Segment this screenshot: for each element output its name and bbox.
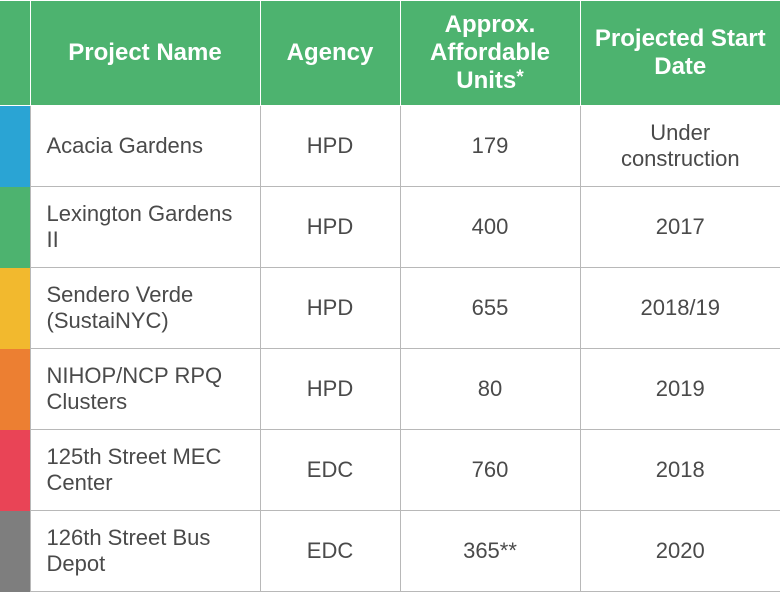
cell-units: 655 — [400, 268, 580, 349]
cell-start-date: 2018/19 — [580, 268, 780, 349]
cell-agency: HPD — [260, 106, 400, 187]
header-project-name: Project Name — [30, 1, 260, 106]
table-row: 126th Street Bus DepotEDC365**2020 — [0, 511, 780, 592]
table-row: Lexington Gardens IIHPD4002017 — [0, 187, 780, 268]
cell-agency: HPD — [260, 268, 400, 349]
table-row: Acacia GardensHPD179Under construction — [0, 106, 780, 187]
cell-project-name: Acacia Gardens — [30, 106, 260, 187]
table-header-row: Project Name Agency Approx. Affordable U… — [0, 1, 780, 106]
cell-units: 365** — [400, 511, 580, 592]
cell-start-date: Under construction — [580, 106, 780, 187]
header-label: Project Name — [68, 39, 221, 66]
cell-project-name: Lexington Gardens II — [30, 187, 260, 268]
cell-agency: EDC — [260, 430, 400, 511]
cell-start-date: 2019 — [580, 349, 780, 430]
table-body: Acacia GardensHPD179Under constructionLe… — [0, 106, 780, 592]
cell-start-date: 2018 — [580, 430, 780, 511]
table-row: Sendero Verde (SustaiNYC)HPD6552018/19 — [0, 268, 780, 349]
header-label: Projected Start Date — [595, 25, 766, 80]
row-color-tag — [0, 430, 30, 511]
cell-units: 80 — [400, 349, 580, 430]
cell-units: 400 — [400, 187, 580, 268]
cell-project-name: Sendero Verde (SustaiNYC) — [30, 268, 260, 349]
cell-start-date: 2020 — [580, 511, 780, 592]
table-row: NIHOP/NCP RPQ ClustersHPD802019 — [0, 349, 780, 430]
header-color-tag — [0, 1, 30, 106]
cell-units: 179 — [400, 106, 580, 187]
row-color-tag — [0, 268, 30, 349]
cell-units: 760 — [400, 430, 580, 511]
cell-project-name: NIHOP/NCP RPQ Clusters — [30, 349, 260, 430]
header-label: Agency — [287, 39, 374, 66]
row-color-tag — [0, 349, 30, 430]
header-label: Approx. Affordable Units — [430, 11, 550, 94]
cell-agency: EDC — [260, 511, 400, 592]
cell-agency: HPD — [260, 349, 400, 430]
cell-project-name: 126th Street Bus Depot — [30, 511, 260, 592]
header-agency: Agency — [260, 1, 400, 106]
row-color-tag — [0, 106, 30, 187]
cell-agency: HPD — [260, 187, 400, 268]
projects-table: Project Name Agency Approx. Affordable U… — [0, 0, 780, 592]
cell-project-name: 125th Street MEC Center — [30, 430, 260, 511]
header-start-date: Projected Start Date — [580, 1, 780, 106]
row-color-tag — [0, 511, 30, 592]
table-row: 125th Street MEC CenterEDC7602018 — [0, 430, 780, 511]
cell-start-date: 2017 — [580, 187, 780, 268]
header-units: Approx. Affordable Units* — [400, 1, 580, 106]
row-color-tag — [0, 187, 30, 268]
header-note: * — [516, 67, 523, 88]
